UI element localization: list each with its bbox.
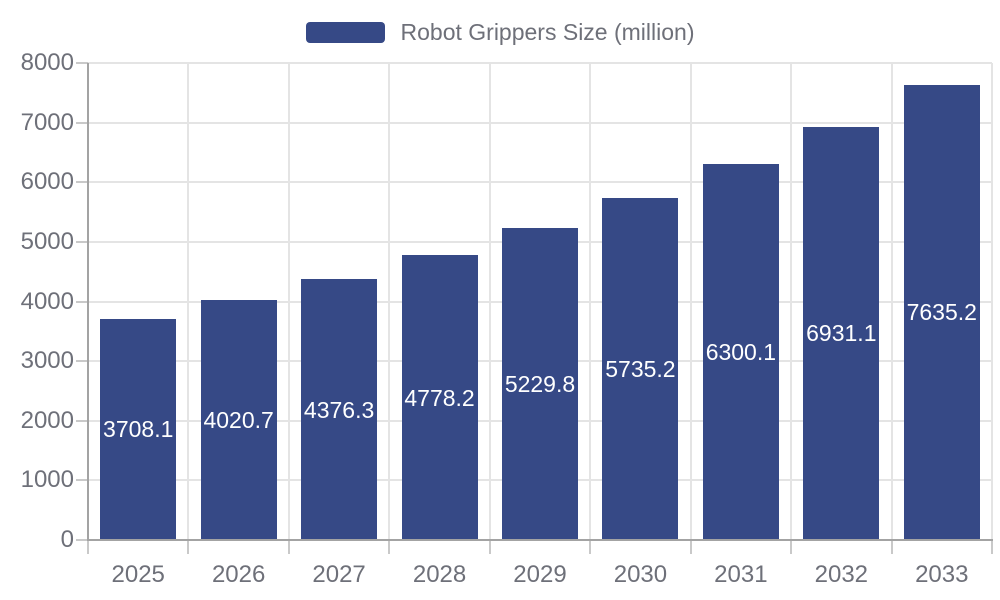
x-axis-tick-label: 2028 <box>412 561 467 588</box>
x-axis-tick <box>890 540 893 554</box>
y-axis-tick <box>76 240 88 243</box>
legend-label: Robot Grippers Size (million) <box>400 19 695 45</box>
x-axis-tick <box>187 540 190 554</box>
bar[interactable] <box>803 126 880 540</box>
bar[interactable] <box>602 198 679 540</box>
x-axis-tick <box>589 540 592 554</box>
y-axis-tick-label: 8000 <box>20 49 74 76</box>
y-axis-tick <box>76 181 88 184</box>
bar[interactable] <box>100 318 177 540</box>
gridline-vertical <box>488 63 491 540</box>
legend-swatch <box>305 21 385 43</box>
x-axis-tick-label: 2026 <box>211 561 266 588</box>
x-axis-tick <box>488 540 491 554</box>
bar[interactable] <box>501 228 578 540</box>
y-axis-tick-label: 0 <box>60 526 74 553</box>
gridline-horizontal <box>88 121 992 124</box>
y-axis-tick <box>76 62 88 64</box>
y-axis-line <box>87 63 89 541</box>
y-axis-tick <box>76 121 88 124</box>
gridline-vertical <box>388 63 391 540</box>
bar[interactable] <box>702 164 779 540</box>
bar[interactable] <box>301 279 378 540</box>
y-axis-tick <box>76 419 88 422</box>
bar[interactable] <box>401 255 478 540</box>
x-axis-tick <box>689 540 692 554</box>
y-axis-tick <box>76 479 88 482</box>
x-axis-tick-label: 2029 <box>513 561 567 588</box>
gridline-vertical <box>790 63 793 540</box>
x-axis-tick-label: 2031 <box>714 561 768 588</box>
x-axis-tick <box>87 540 89 554</box>
gridline-horizontal <box>88 62 992 64</box>
y-axis-tick-label: 2000 <box>20 406 74 434</box>
gridline-vertical <box>890 63 893 540</box>
bar[interactable] <box>200 300 277 540</box>
y-axis-tick-label: 6000 <box>20 168 74 196</box>
x-axis-tick-label: 2027 <box>312 561 366 588</box>
x-axis-tick-label: 2025 <box>111 561 165 588</box>
x-axis-tick <box>790 540 793 554</box>
gridline-vertical <box>287 63 290 540</box>
gridline-vertical <box>991 63 993 540</box>
y-axis-tick <box>76 300 88 303</box>
y-axis-tick <box>76 360 88 363</box>
bar[interactable] <box>903 84 980 540</box>
y-axis-tick-label: 3000 <box>20 347 74 375</box>
gridline-vertical <box>187 63 190 540</box>
x-axis-tick <box>991 540 993 554</box>
gridline-vertical <box>589 63 592 540</box>
x-axis-tick-label: 2033 <box>915 561 969 588</box>
y-axis-tick-label: 1000 <box>20 466 74 494</box>
x-axis-tick-label: 2030 <box>613 561 668 588</box>
y-axis-tick-label: 7000 <box>20 108 74 136</box>
x-axis-tick <box>287 540 290 554</box>
y-axis-tick-label: 5000 <box>20 227 74 255</box>
x-axis-tick-label: 2032 <box>814 561 869 588</box>
x-axis-tick <box>388 540 391 554</box>
legend[interactable]: Robot Grippers Size (million) <box>0 18 1000 46</box>
y-axis-tick-label: 4000 <box>20 287 74 315</box>
y-axis-tick <box>76 539 88 541</box>
gridline-vertical <box>689 63 692 540</box>
